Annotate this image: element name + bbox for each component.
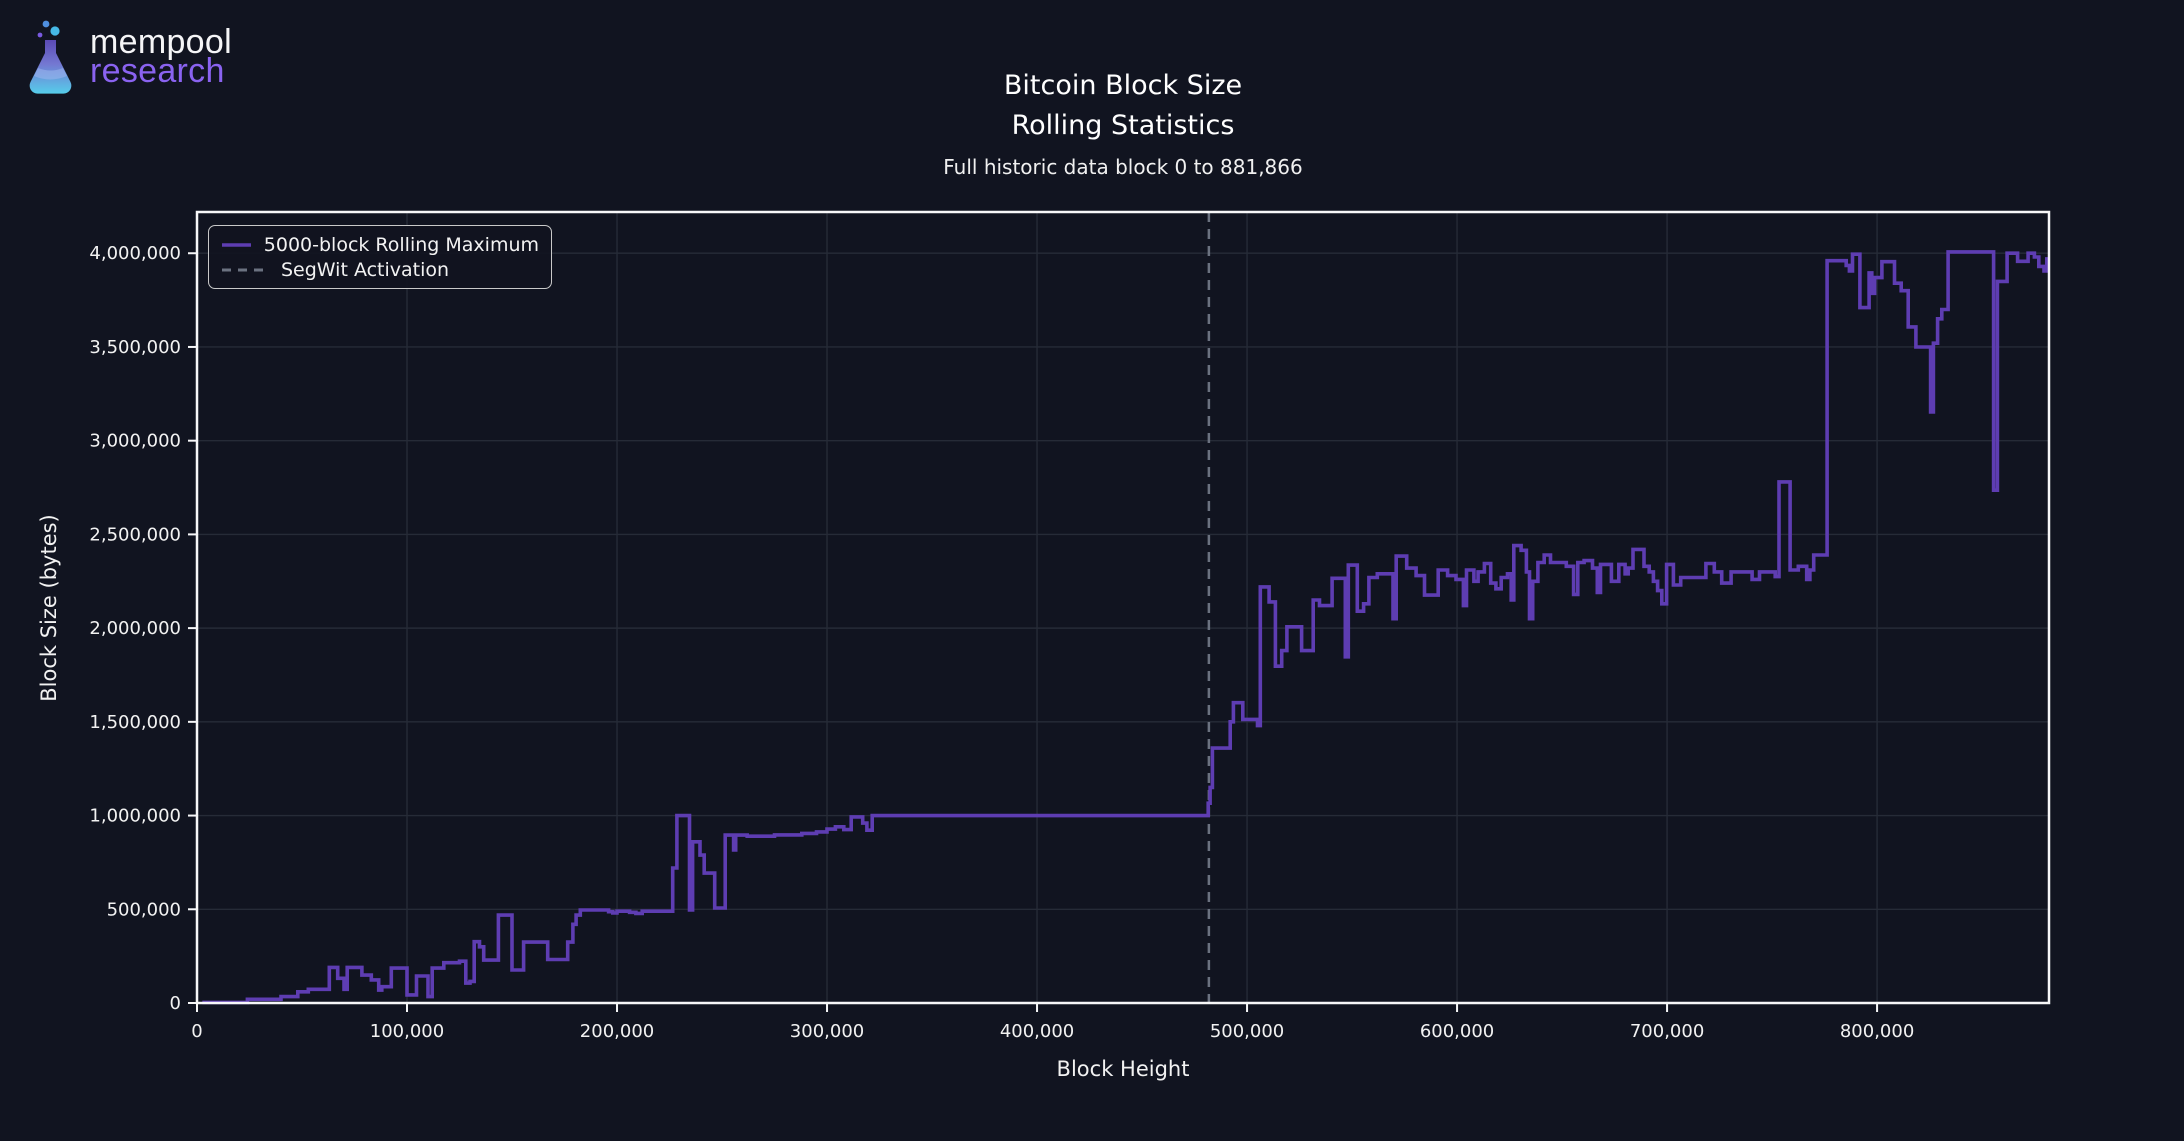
- x-tick-label-200000: 200,000: [580, 1021, 654, 1042]
- legend-swatch-rolling-max: [222, 242, 251, 247]
- chart-subtitle: Full historic data block 0 to 881,866: [943, 155, 1303, 179]
- chart-title-line2: Rolling Statistics: [1011, 110, 1235, 141]
- x-tick-label-800000: 800,000: [1840, 1021, 1914, 1042]
- legend-entry-segwit: SegWit Activation: [221, 257, 539, 282]
- y-tick-label-3500000: 3,500,000: [89, 337, 181, 358]
- y-tick-label-500000: 500,000: [107, 899, 181, 920]
- x-tick-label-700000: 700,000: [1630, 1021, 1704, 1042]
- x-tick-label-100000: 100,000: [370, 1021, 444, 1042]
- y-tick-label-2500000: 2,500,000: [89, 524, 181, 545]
- y-axis-title: Block Size (bytes): [37, 514, 61, 702]
- y-tick-label-3000000: 3,000,000: [89, 431, 181, 452]
- x-tick-label-0: 0: [191, 1021, 202, 1042]
- x-tick-label-600000: 600,000: [1420, 1021, 1494, 1042]
- plot-border: [195, 210, 2051, 1005]
- logo: mempool research: [22, 14, 232, 96]
- logo-mempool: mempool: [90, 23, 232, 61]
- x-tick-label-400000: 400,000: [1000, 1021, 1074, 1042]
- flask-icon: [29, 20, 72, 94]
- legend-label-rolling-max: 5000-block Rolling Maximum: [263, 233, 539, 256]
- y-tick-label-4000000: 4,000,000: [89, 243, 181, 264]
- chart-titles: Bitcoin Block Size Rolling Statistics Fu…: [943, 66, 1302, 179]
- y-tick-label-1000000: 1,000,000: [89, 806, 181, 827]
- y-tick-label-0: 0: [170, 993, 181, 1014]
- legend-label-segwit: SegWit Activation: [281, 258, 450, 281]
- legend-entry-rolling-max: 5000-block Rolling Maximum: [221, 232, 539, 257]
- legend: 5000-block Rolling Maximum SegWit Activa…: [208, 225, 552, 289]
- rolling-maximum-line: [202, 250, 2049, 1005]
- logo-wordmark: mempool research: [90, 23, 232, 90]
- x-tick-label-300000: 300,000: [790, 1021, 864, 1042]
- chart-title-line1: Bitcoin Block Size: [1003, 70, 1243, 101]
- x-axis-title: Block Height: [1056, 1057, 1190, 1081]
- x-tick-label-500000: 500,000: [1210, 1021, 1284, 1042]
- legend-swatch-segwit: [222, 268, 267, 271]
- logo-research: research: [90, 52, 225, 90]
- y-tick-label-1500000: 1,500,000: [89, 712, 181, 733]
- y-tick-label-2000000: 2,000,000: [89, 618, 181, 639]
